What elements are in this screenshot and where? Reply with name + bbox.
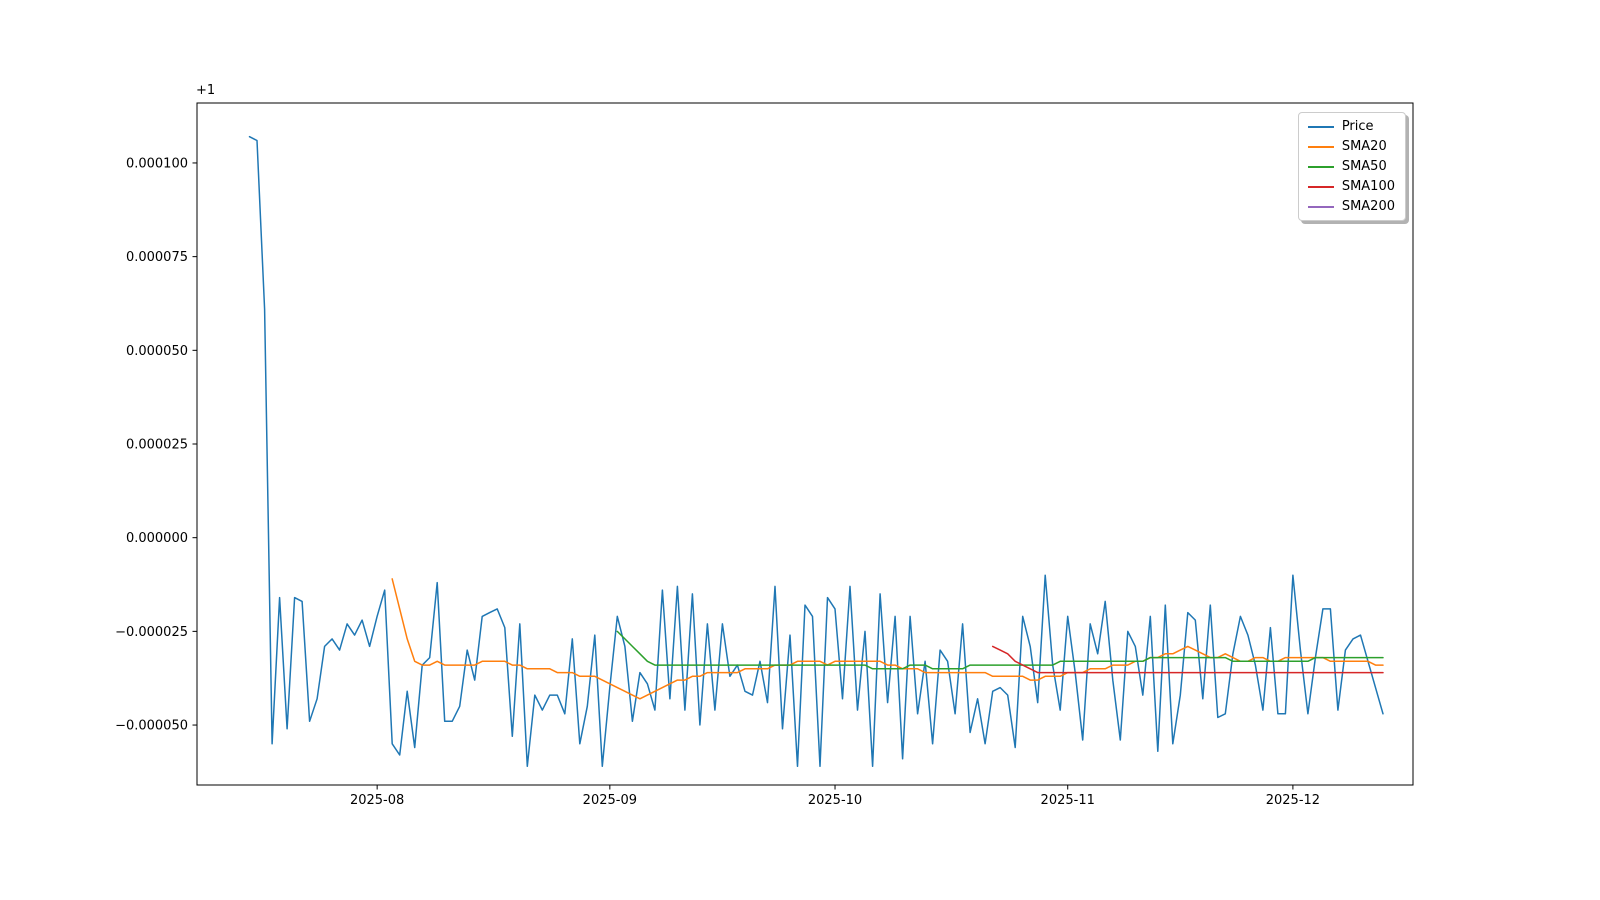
- y-axis-offset-label: +1: [196, 83, 216, 98]
- y-tick-label: 0.000075: [126, 250, 188, 265]
- y-tick-label: 0.000100: [126, 156, 188, 171]
- y-tick-label: −0.000025: [115, 625, 188, 640]
- legend-swatch-sma200: [1307, 205, 1334, 208]
- legend-swatch-sma20: [1307, 145, 1334, 148]
- legend-label: Price: [1341, 119, 1374, 134]
- legend-label: SMA200: [1341, 199, 1395, 214]
- y-tick-label: −0.000050: [115, 719, 188, 734]
- series-line-SMA100: [991, 645, 1384, 674]
- axes-frame: [196, 102, 1414, 786]
- series-line-Price: [248, 135, 1384, 768]
- series-lines: [248, 135, 1384, 768]
- legend-swatch-sma100: [1307, 185, 1334, 188]
- legend-item-sma20: SMA20: [1307, 139, 1395, 154]
- legend-item-sma100: SMA100: [1307, 179, 1395, 194]
- series-line-SMA20: [391, 578, 1384, 700]
- legend-item-sma50: SMA50: [1307, 159, 1395, 174]
- x-tick-label: 2025-08: [350, 793, 404, 808]
- x-tick-label: 2025-12: [1266, 793, 1320, 808]
- x-tick-label: 2025-10: [808, 793, 862, 808]
- y-tick-label: 0.000000: [126, 531, 188, 546]
- x-tick-label: 2025-11: [1041, 793, 1095, 808]
- legend-swatch-sma50: [1307, 165, 1334, 168]
- legend-label: SMA50: [1341, 159, 1387, 174]
- legend-label: SMA100: [1341, 179, 1395, 194]
- y-tick-label: 0.000025: [126, 438, 188, 453]
- axes: [196, 102, 1414, 786]
- legend: Price SMA20 SMA50 SMA100 SMA200: [1297, 112, 1406, 221]
- legend-item-price: Price: [1307, 119, 1395, 134]
- axis-ticks: 2025-08 2025-09 2025-10 2025-11 2025-12 −0.00…: [115, 156, 1320, 807]
- legend-item-sma200: SMA200: [1307, 199, 1395, 214]
- legend-label: SMA20: [1341, 139, 1387, 154]
- legend-swatch-price: [1307, 125, 1334, 128]
- y-tick-label: 0.000050: [126, 344, 188, 359]
- x-tick-label: 2025-09: [583, 793, 637, 808]
- series-line-SMA50: [616, 630, 1384, 670]
